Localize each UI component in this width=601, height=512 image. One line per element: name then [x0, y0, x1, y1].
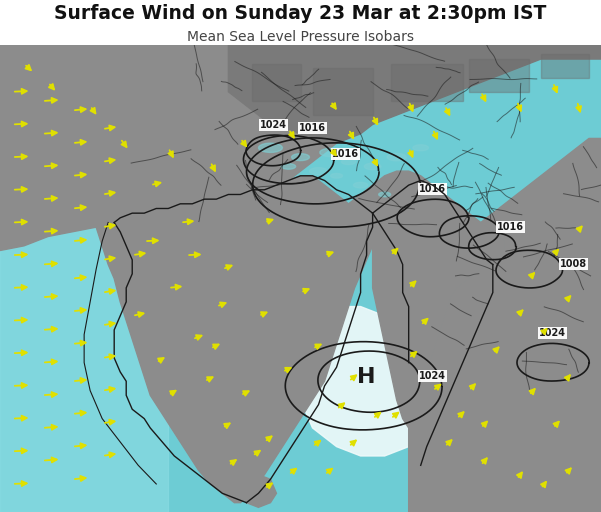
Polygon shape [391, 63, 463, 101]
Polygon shape [409, 138, 601, 512]
Polygon shape [541, 54, 589, 78]
Polygon shape [258, 143, 282, 153]
Polygon shape [364, 163, 381, 169]
Polygon shape [252, 63, 300, 101]
Text: Mean Sea Level Pressure Isobars: Mean Sea Level Pressure Isobars [187, 30, 414, 44]
Polygon shape [409, 437, 415, 456]
Polygon shape [387, 154, 406, 161]
Polygon shape [228, 45, 601, 143]
Polygon shape [0, 176, 168, 512]
Polygon shape [349, 171, 505, 428]
Polygon shape [331, 174, 343, 178]
Polygon shape [288, 307, 433, 456]
Text: 1024: 1024 [260, 120, 287, 130]
Text: 1016: 1016 [419, 183, 446, 194]
Polygon shape [0, 45, 373, 250]
Polygon shape [96, 176, 373, 503]
Polygon shape [379, 192, 391, 197]
Polygon shape [291, 154, 310, 161]
Text: 1016: 1016 [299, 123, 326, 133]
Polygon shape [0, 45, 601, 512]
Text: Surface Wind on Sunday 23 Mar at 2:30pm IST: Surface Wind on Sunday 23 Mar at 2:30pm … [54, 4, 547, 23]
Text: 1024: 1024 [419, 371, 446, 381]
Polygon shape [469, 59, 529, 92]
Polygon shape [281, 164, 296, 169]
Text: 1016: 1016 [498, 222, 524, 232]
Polygon shape [310, 167, 328, 175]
Polygon shape [413, 145, 429, 151]
Text: 1008: 1008 [560, 259, 588, 269]
Text: 1024: 1024 [540, 328, 566, 338]
Polygon shape [313, 69, 373, 115]
Polygon shape [353, 182, 368, 188]
Text: 1016: 1016 [332, 150, 359, 159]
Polygon shape [320, 148, 341, 157]
Polygon shape [341, 159, 356, 164]
Text: H: H [358, 367, 376, 387]
Polygon shape [240, 475, 276, 507]
